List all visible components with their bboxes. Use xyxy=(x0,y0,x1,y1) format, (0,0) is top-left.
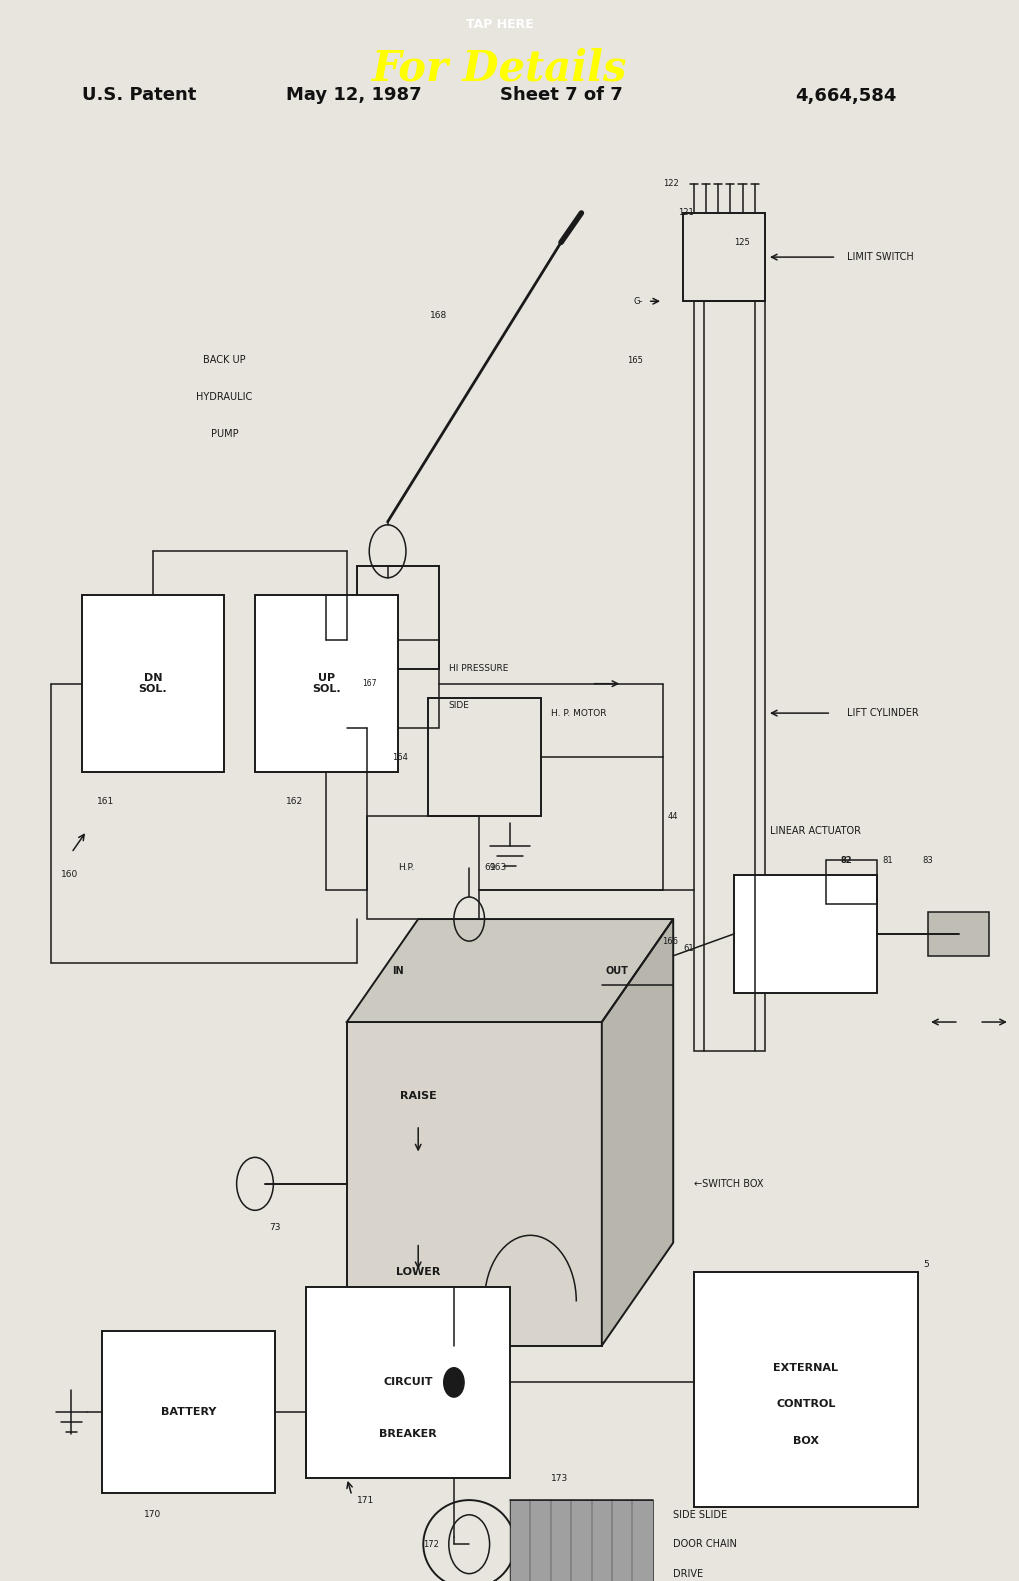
Text: For Details: For Details xyxy=(372,47,627,89)
Text: U.S. Patent: U.S. Patent xyxy=(82,87,196,104)
Bar xyxy=(346,1021,601,1345)
Bar xyxy=(510,1500,652,1581)
Text: 5: 5 xyxy=(922,1260,928,1270)
Text: IN: IN xyxy=(391,966,404,975)
Text: EXTERNAL: EXTERNAL xyxy=(772,1363,838,1372)
Bar xyxy=(683,213,764,302)
Bar xyxy=(927,912,988,957)
Text: 73: 73 xyxy=(269,1224,281,1233)
Bar xyxy=(428,699,540,816)
Bar xyxy=(734,874,876,993)
Text: 168: 168 xyxy=(430,311,446,321)
Text: OUT: OUT xyxy=(605,966,628,975)
Bar xyxy=(357,566,438,669)
Bar xyxy=(255,596,397,772)
Text: May 12, 1987: May 12, 1987 xyxy=(285,87,421,104)
Text: 44: 44 xyxy=(667,811,678,821)
Text: HYDRAULIC: HYDRAULIC xyxy=(196,392,253,402)
Text: 82: 82 xyxy=(840,855,852,865)
Bar xyxy=(82,596,224,772)
Text: DN
SOL.: DN SOL. xyxy=(139,674,167,694)
Text: PUMP: PUMP xyxy=(210,428,238,438)
Text: BREAKER: BREAKER xyxy=(379,1429,436,1439)
Text: LIFT CYLINDER: LIFT CYLINDER xyxy=(846,708,917,718)
Text: SIDE: SIDE xyxy=(448,702,469,710)
Text: SIDE SLIDE: SIDE SLIDE xyxy=(673,1510,727,1519)
Text: DOOR CHAIN: DOOR CHAIN xyxy=(673,1540,737,1549)
Text: 164: 164 xyxy=(391,753,408,762)
Text: 160: 160 xyxy=(61,871,78,879)
Text: 170: 170 xyxy=(145,1510,161,1519)
Text: 61: 61 xyxy=(683,944,693,953)
Polygon shape xyxy=(601,919,673,1345)
Text: Sheet 7 of 7: Sheet 7 of 7 xyxy=(499,87,622,104)
Text: 171: 171 xyxy=(357,1496,374,1505)
Text: LOWER: LOWER xyxy=(395,1266,440,1277)
Text: LIMIT SWITCH: LIMIT SWITCH xyxy=(846,251,912,262)
Text: UP
SOL.: UP SOL. xyxy=(312,674,340,694)
Text: 4,664,584: 4,664,584 xyxy=(795,87,896,104)
Bar xyxy=(102,1331,275,1492)
Text: BATTERY: BATTERY xyxy=(161,1407,216,1417)
Text: BACK UP: BACK UP xyxy=(203,356,246,365)
Text: DRIVE: DRIVE xyxy=(673,1568,703,1579)
Bar xyxy=(693,302,764,1051)
Bar xyxy=(693,1273,917,1507)
Bar xyxy=(346,640,438,727)
Text: BOX: BOX xyxy=(792,1436,818,1447)
Text: TAP HERE: TAP HERE xyxy=(466,17,533,30)
Text: 172: 172 xyxy=(422,1540,438,1549)
Bar xyxy=(367,816,479,919)
Text: 162: 162 xyxy=(285,797,303,806)
Text: CIRCUIT: CIRCUIT xyxy=(383,1377,432,1388)
Text: 161: 161 xyxy=(97,797,114,806)
Text: 121: 121 xyxy=(678,209,693,218)
Text: RAISE: RAISE xyxy=(399,1091,436,1100)
Text: 173: 173 xyxy=(550,1473,568,1483)
Text: LINEAR ACTUATOR: LINEAR ACTUATOR xyxy=(769,825,861,836)
Text: 122: 122 xyxy=(662,179,678,188)
Text: 165: 165 xyxy=(626,356,642,365)
Text: 83: 83 xyxy=(922,855,932,865)
Bar xyxy=(306,1287,510,1478)
Text: HI PRESSURE: HI PRESSURE xyxy=(448,664,507,674)
Text: ←SWITCH BOX: ←SWITCH BOX xyxy=(693,1179,762,1189)
Text: 166: 166 xyxy=(661,936,678,945)
Text: 69: 69 xyxy=(484,863,495,873)
Circle shape xyxy=(443,1368,464,1398)
Text: H.P.: H.P. xyxy=(397,863,414,873)
Bar xyxy=(825,860,876,904)
Text: 81: 81 xyxy=(881,855,892,865)
Text: CONTROL: CONTROL xyxy=(775,1399,835,1410)
Text: 163: 163 xyxy=(489,863,506,873)
Text: 167: 167 xyxy=(362,680,376,688)
Text: 125: 125 xyxy=(734,237,749,247)
Polygon shape xyxy=(346,919,673,1021)
Text: G-: G- xyxy=(633,297,642,305)
Text: H. P. MOTOR: H. P. MOTOR xyxy=(550,708,605,718)
